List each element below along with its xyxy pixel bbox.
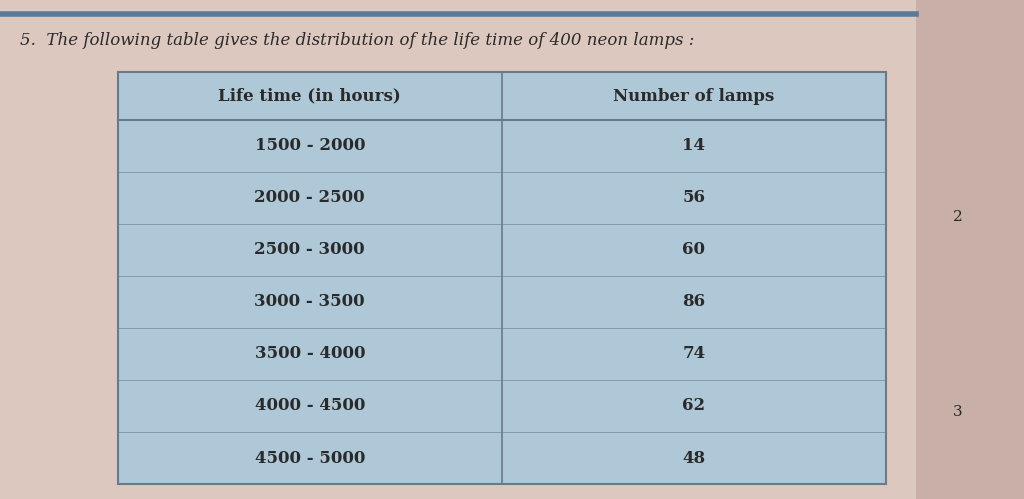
Text: 4500 - 5000: 4500 - 5000 — [255, 450, 365, 467]
FancyBboxPatch shape — [916, 0, 1024, 499]
Text: 62: 62 — [682, 398, 706, 415]
Text: 74: 74 — [682, 345, 706, 362]
Text: 2500 - 3000: 2500 - 3000 — [254, 242, 366, 258]
Text: Life time (in hours): Life time (in hours) — [218, 87, 401, 104]
Text: 1500 - 2000: 1500 - 2000 — [255, 137, 365, 154]
Text: 3500 - 4000: 3500 - 4000 — [255, 345, 365, 362]
Text: 86: 86 — [682, 293, 706, 310]
Text: 4000 - 4500: 4000 - 4500 — [255, 398, 365, 415]
Text: 3: 3 — [952, 405, 963, 419]
Text: 56: 56 — [682, 189, 706, 206]
FancyBboxPatch shape — [118, 72, 886, 484]
Text: 3000 - 3500: 3000 - 3500 — [254, 293, 366, 310]
Text: Number of lamps: Number of lamps — [613, 87, 774, 104]
Text: 2000 - 2500: 2000 - 2500 — [254, 189, 366, 206]
Text: 14: 14 — [682, 137, 706, 154]
FancyBboxPatch shape — [0, 0, 916, 499]
Text: 48: 48 — [682, 450, 706, 467]
Text: 60: 60 — [682, 242, 706, 258]
Text: 2: 2 — [952, 210, 963, 224]
Text: 5.  The following table gives the distribution of the life time of 400 neon lamp: 5. The following table gives the distrib… — [20, 32, 695, 49]
